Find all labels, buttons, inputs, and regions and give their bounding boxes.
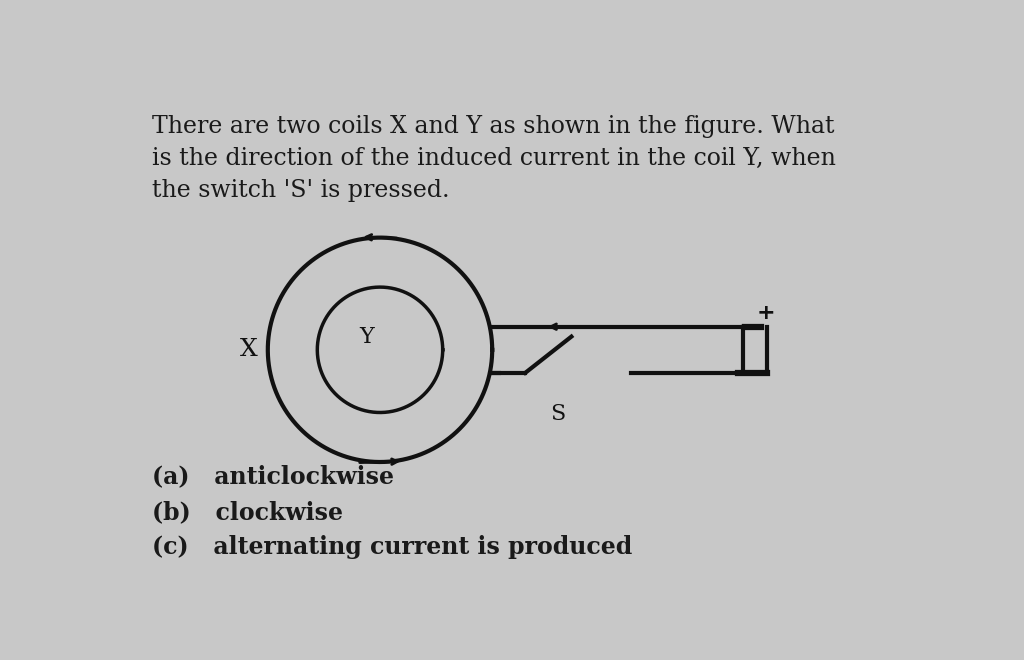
- Text: There are two coils X and Y as shown in the figure. What
is the direction of the: There are two coils X and Y as shown in …: [152, 115, 836, 202]
- Text: Y: Y: [359, 325, 374, 348]
- Text: (b)   clockwise: (b) clockwise: [152, 500, 343, 524]
- Text: +: +: [757, 304, 775, 323]
- Text: S: S: [551, 403, 566, 424]
- Text: X: X: [241, 339, 258, 361]
- Text: (c)   alternating current is produced: (c) alternating current is produced: [152, 535, 632, 560]
- Text: (a)   anticlockwise: (a) anticlockwise: [152, 464, 394, 488]
